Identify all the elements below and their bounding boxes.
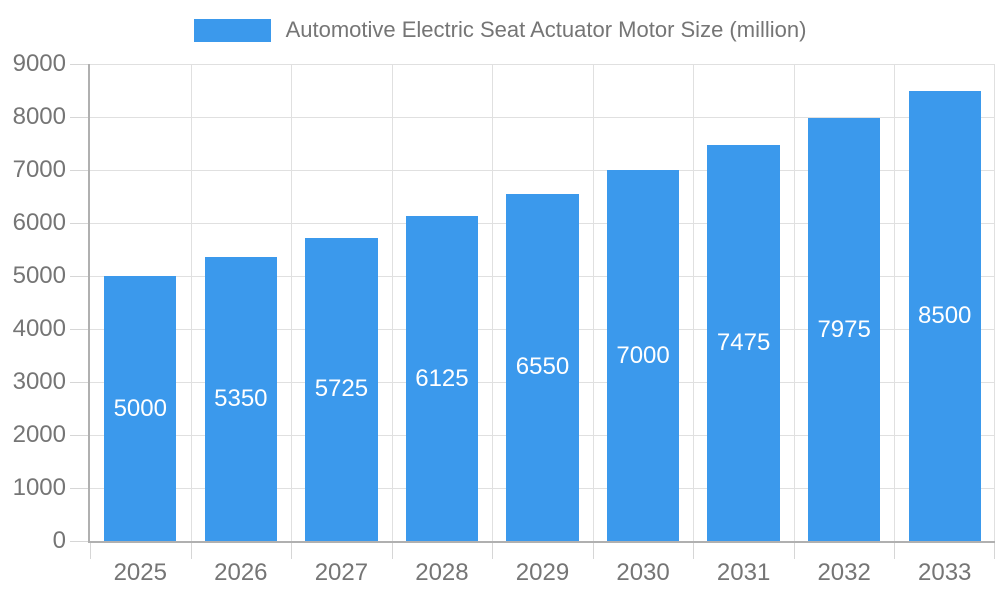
- x-axis-tick-mark: [894, 543, 896, 559]
- bar[interactable]: 5350: [204, 257, 278, 541]
- gridline-horizontal: [90, 169, 995, 171]
- gridline-vertical: [291, 64, 293, 541]
- y-axis-tick-mark: [70, 488, 88, 489]
- x-axis-tick-mark: [391, 543, 393, 559]
- gridline-vertical: [994, 64, 995, 541]
- bar-value-label: 5725: [314, 375, 369, 403]
- gridline-vertical: [793, 64, 795, 541]
- bar-value-label: 8500: [918, 301, 972, 329]
- bar[interactable]: 7975: [807, 118, 881, 541]
- bar[interactable]: 6550: [506, 193, 579, 541]
- x-axis-tick-mark: [190, 543, 192, 559]
- gridline-vertical: [492, 64, 494, 541]
- bar[interactable]: 5000: [104, 276, 177, 541]
- bar-value-label: 7475: [716, 328, 771, 356]
- y-axis-tick-mark: [70, 435, 88, 436]
- bar-value-label: 6125: [415, 364, 469, 392]
- y-axis-tick-mark: [70, 223, 88, 224]
- y-axis-tick-label: 7000: [12, 156, 66, 183]
- x-axis-category-label: 2025: [113, 559, 167, 586]
- gridline-vertical: [693, 64, 695, 541]
- x-axis-category-label: 2027: [314, 559, 369, 586]
- x-axis-tick-mark: [693, 543, 695, 559]
- y-axis-tick-mark: [70, 541, 88, 542]
- x-axis-category-label: 2033: [918, 559, 972, 586]
- x-axis-category-label: 2030: [616, 559, 670, 586]
- legend: Automotive Electric Seat Actuator Motor …: [0, 17, 1000, 43]
- gridline-horizontal: [90, 116, 995, 118]
- y-axis-tick-label: 5000: [12, 262, 66, 289]
- bar-value-label: 7000: [616, 341, 670, 369]
- y-axis-tick-mark: [70, 170, 88, 171]
- bar[interactable]: 8500: [908, 90, 981, 541]
- gridline-vertical: [391, 64, 393, 541]
- x-axis-category-label: 2031: [716, 559, 771, 586]
- x-axis-tick-mark: [994, 543, 995, 559]
- gridline-horizontal: [90, 63, 995, 65]
- gridline-vertical: [190, 64, 192, 541]
- y-axis-tick-mark: [70, 117, 88, 118]
- x-axis-category-label: 2028: [415, 559, 469, 586]
- bar-value-label: 6550: [515, 353, 570, 381]
- y-axis-tick-mark: [70, 329, 88, 330]
- bar-value-label: 5350: [214, 385, 268, 413]
- x-axis-tick-mark: [592, 543, 594, 559]
- plot-area: 5000 5350 5725 6125 6550 7000 7475 7975 8500: [88, 63, 995, 543]
- y-axis-tick-label: 1000: [12, 474, 66, 501]
- legend-swatch: [193, 18, 271, 42]
- y-axis-tick-label: 4000: [12, 315, 66, 342]
- x-axis-tick-mark: [90, 543, 91, 559]
- x-axis-category-label: 2026: [214, 559, 268, 586]
- x-axis-category-label: 2032: [817, 559, 871, 586]
- bar-value-label: 7975: [817, 315, 871, 343]
- y-axis-tick-label: 0: [52, 527, 66, 554]
- bar-value-label: 5000: [113, 394, 167, 422]
- y-axis-tick-mark: [70, 382, 88, 383]
- gridline-vertical: [894, 64, 896, 541]
- y-axis-tick-label: 2000: [12, 421, 66, 448]
- bar[interactable]: 5725: [305, 237, 378, 541]
- x-axis-tick-mark: [291, 543, 293, 559]
- y-axis-tick-label: 8000: [12, 103, 66, 130]
- bar[interactable]: 7000: [606, 170, 680, 541]
- y-axis-tick-label: 9000: [12, 50, 66, 77]
- y-axis-tick-mark: [70, 276, 88, 277]
- bar[interactable]: 7475: [707, 144, 780, 541]
- x-axis-category-label: 2029: [515, 559, 570, 586]
- gridline-vertical: [592, 64, 594, 541]
- x-axis-tick-mark: [492, 543, 494, 559]
- bar[interactable]: 6125: [405, 216, 479, 541]
- x-axis-tick-mark: [793, 543, 795, 559]
- y-axis-tick-label: 6000: [12, 209, 66, 236]
- legend-label: Automotive Electric Seat Actuator Motor …: [285, 17, 807, 42]
- y-axis-tick-mark: [70, 64, 88, 65]
- y-axis-tick-label: 3000: [12, 368, 66, 395]
